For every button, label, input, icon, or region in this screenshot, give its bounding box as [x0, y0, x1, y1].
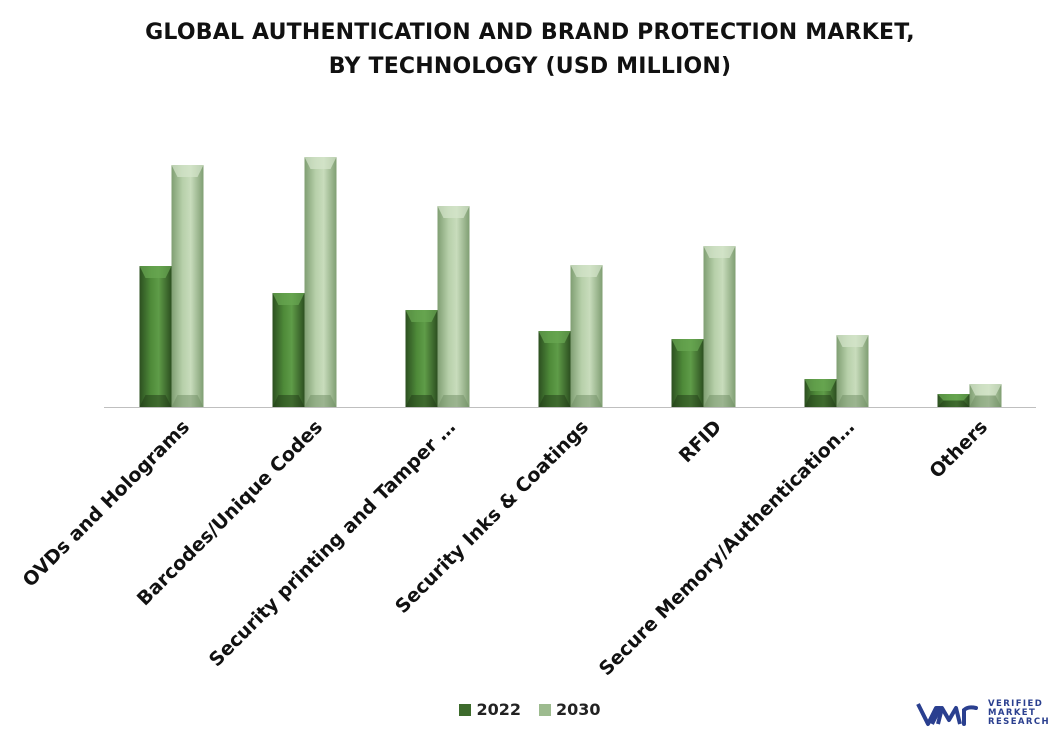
- bar-2022-3: [538, 331, 571, 407]
- bar-2022-1: [272, 293, 305, 407]
- bar-2022-4: [671, 339, 704, 407]
- logo-line-3: RESEARCH: [988, 716, 1050, 727]
- bar-2030-5: [836, 335, 869, 407]
- vmr-logo-mark: vmr: [916, 703, 979, 726]
- bar-2030-0: [171, 165, 204, 407]
- bar-2030-3: [570, 265, 603, 407]
- bar-2030-1: [304, 157, 337, 407]
- bar-2030-6: [969, 384, 1002, 407]
- legend-label-2030: 2030: [556, 700, 601, 719]
- x-tick-label-6: Others: [925, 416, 992, 483]
- legend-item-2022: 2022: [459, 700, 521, 719]
- chart-title-line-1: GLOBAL AUTHENTICATION AND BRAND PROTECTI…: [145, 20, 915, 45]
- vmr-logo-text: VERIFIED MARKET RESEARCH: [988, 698, 1050, 727]
- x-tick-label-2: Security printing and Tamper …: [205, 416, 460, 671]
- legend-swatch-2030: [539, 703, 551, 716]
- bar-2022-2: [405, 310, 438, 407]
- x-tick-label-5: Secure Memory/Authentication…: [595, 416, 859, 680]
- vmr-logo: vmr VERIFIED MARKET RESEARCH: [916, 698, 1050, 728]
- bar-2022-6: [937, 394, 970, 407]
- logo-line-2: MARKET: [988, 707, 1037, 718]
- bar-2030-2: [437, 206, 470, 407]
- x-tick-label-4: RFID: [675, 416, 726, 467]
- bar-2030-4: [703, 246, 736, 407]
- bar-2022-0: [139, 266, 172, 407]
- legend: 2022 2030: [0, 700, 1060, 719]
- logo-line-1: VERIFIED: [988, 698, 1044, 709]
- legend-item-2030: 2030: [539, 700, 601, 719]
- bar-2022-5: [804, 379, 837, 407]
- legend-swatch-2022: [459, 703, 472, 716]
- chart-title-line-2: BY TECHNOLOGY (USD MILLION): [328, 54, 732, 79]
- legend-label-2022: 2022: [476, 700, 521, 719]
- bars-group: [139, 157, 1002, 407]
- chart-title: GLOBAL AUTHENTICATION AND BRAND PROTECTI…: [0, 16, 1060, 84]
